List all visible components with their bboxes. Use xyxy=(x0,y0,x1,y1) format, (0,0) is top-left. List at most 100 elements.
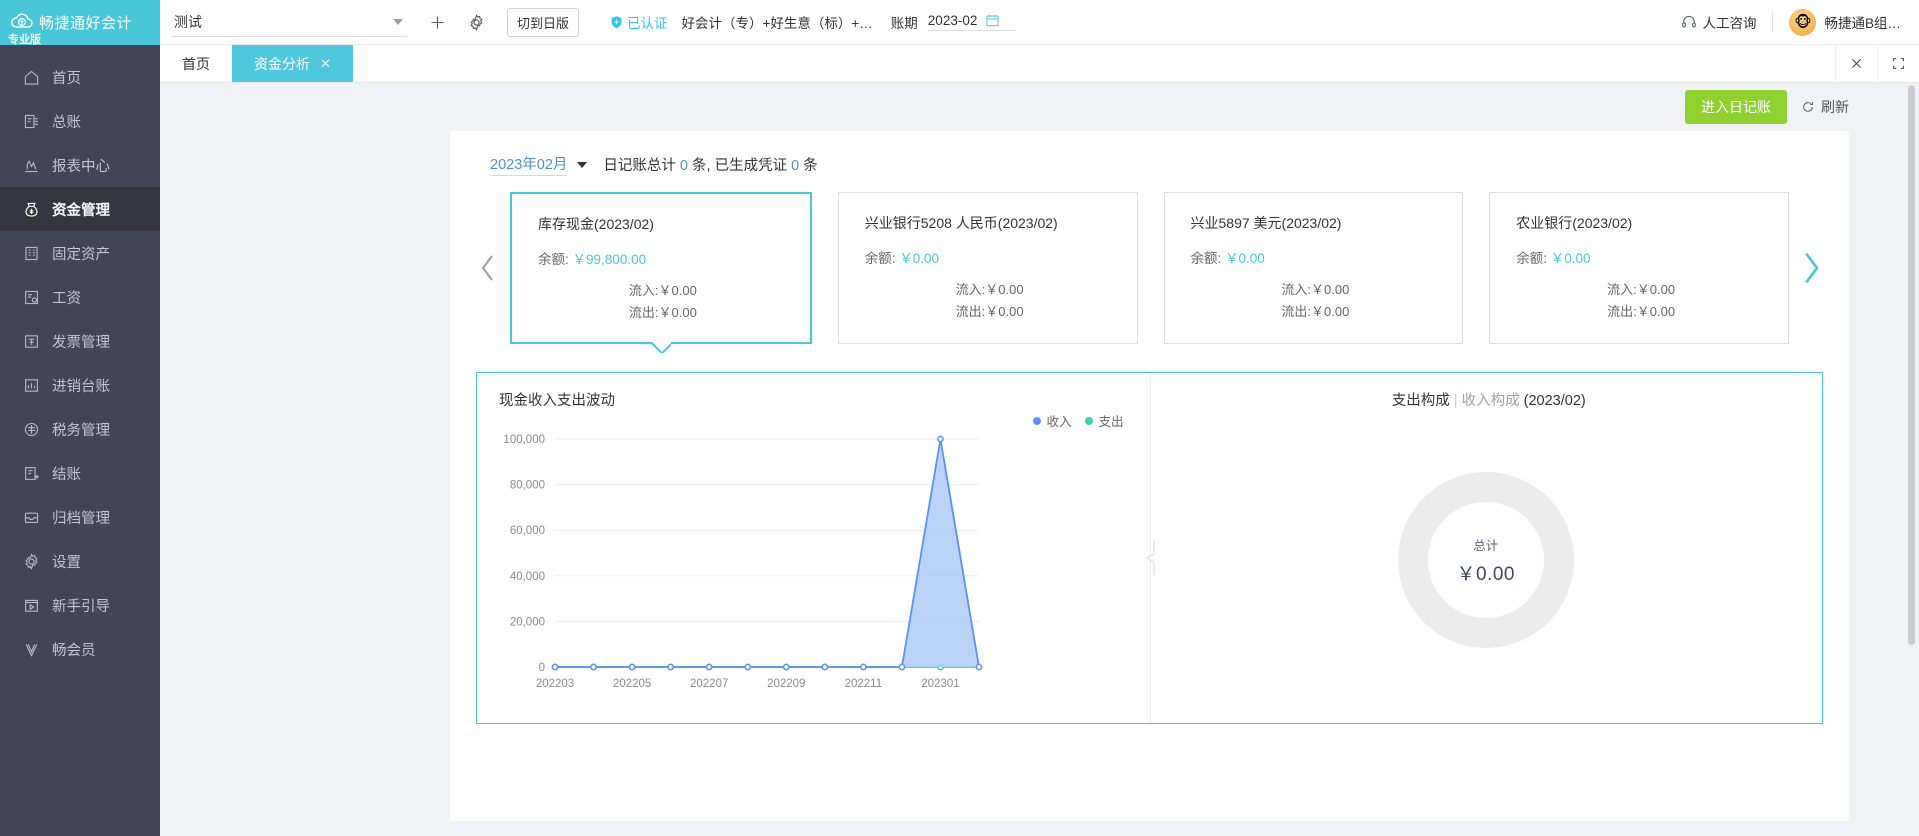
carousel-prev-button[interactable] xyxy=(476,251,500,285)
gear-icon[interactable] xyxy=(468,13,485,31)
headset-icon xyxy=(1682,15,1697,28)
sidebar-item-7[interactable]: 进销台账 xyxy=(0,363,160,407)
fullscreen-button[interactable] xyxy=(1877,45,1919,82)
account-card-inflow: 流入:￥0.00 xyxy=(538,280,810,302)
account-card-outflow: 流出:￥0.00 xyxy=(1516,301,1788,323)
switch-to-day-version-button[interactable]: 切到日版 xyxy=(507,7,580,37)
sidebar-item-10[interactable]: 归档管理 xyxy=(0,495,160,539)
sidebar-item-label: 总账 xyxy=(52,114,81,131)
inflow-value: ￥0.00 xyxy=(1311,282,1350,297)
sidebar-item-8[interactable]: 税务管理 xyxy=(0,407,160,451)
legend-label-expense: 支出 xyxy=(1098,415,1124,429)
plus-icon[interactable] xyxy=(429,14,446,31)
user-name: 畅捷通B组… xyxy=(1824,16,1901,31)
journal-summary: 日记账总计 0 条, 已生成凭证 0 条 xyxy=(603,154,817,175)
account-select[interactable]: 测试 xyxy=(172,7,407,37)
close-all-tabs-button[interactable] xyxy=(1835,45,1877,82)
chart-legend: 收入 支出 xyxy=(1033,411,1124,430)
brand-name: 畅捷通好会计 xyxy=(39,15,133,32)
account-card-balance: 余额: ￥0.00 xyxy=(1516,247,1788,267)
tab-expense-composition[interactable]: 支出构成 xyxy=(1391,393,1450,409)
inflow-value: ￥0.00 xyxy=(658,283,697,298)
vip-v-icon xyxy=(22,640,40,658)
content-scrollbar[interactable] xyxy=(1908,85,1915,645)
svg-text:20,000: 20,000 xyxy=(510,616,545,628)
enter-journal-button[interactable]: 进入日记账 xyxy=(1685,90,1787,124)
outflow-value: ￥0.00 xyxy=(1311,304,1350,319)
outflow-value: ￥0.00 xyxy=(658,305,697,320)
summary-prefix: 日记账总计 xyxy=(603,158,676,174)
sidebar-item-5[interactable]: 工资 xyxy=(0,275,160,319)
legend-item-expense[interactable]: 支出 xyxy=(1085,411,1124,430)
sidebar-item-9[interactable]: 结账 xyxy=(0,451,160,495)
donut-chart[interactable]: 总计 ￥0.00 xyxy=(1397,472,1574,648)
refresh-button[interactable]: 刷新 xyxy=(1801,97,1849,117)
donut-center: 总计 ￥0.00 xyxy=(1427,502,1544,618)
sidebar-item-label: 资金管理 xyxy=(52,202,110,219)
account-card-title: 兴业5897 美元(2023/02) xyxy=(1190,215,1342,231)
chart-splitter xyxy=(1145,373,1155,723)
sidebar-item-4[interactable]: 固定资产 xyxy=(0,231,160,275)
ledger-icon xyxy=(22,112,40,130)
tab-bar-actions xyxy=(1835,45,1919,82)
sidebar-item-12[interactable]: 新手引导 xyxy=(0,583,160,627)
tab-income-composition[interactable]: 收入构成 xyxy=(1461,393,1520,409)
account-card-outflow: 流出:￥0.00 xyxy=(1191,301,1463,323)
period-picker[interactable]: 2023-02 xyxy=(927,13,1016,31)
panel-header: 2023年02月 日记账总计 0 条, 已生成凭证 0 条 xyxy=(476,153,1823,176)
sidebar-item-label: 首页 xyxy=(52,70,81,87)
sidebar-item-3[interactable]: 资金管理 xyxy=(0,187,160,231)
month-selector[interactable]: 2023年02月 xyxy=(490,153,568,176)
svg-text:202301: 202301 xyxy=(921,678,959,690)
splitter-handle[interactable] xyxy=(1145,541,1156,575)
sidebar-item-1[interactable]: 总账 xyxy=(0,99,160,143)
account-card[interactable]: 兴业5897 美元(2023/02) 余额: ￥0.00 流入:￥0.00 流出:￥0… xyxy=(1163,192,1464,344)
home-icon xyxy=(22,68,40,86)
account-card-inflow: 流入:￥0.00 xyxy=(1191,279,1463,301)
brand-header: 畅捷通好会计 专业版 xyxy=(0,0,160,46)
sidebar-item-11[interactable]: 设置 xyxy=(0,539,160,583)
sidebar-item-label: 归档管理 xyxy=(52,510,110,527)
account-card[interactable]: 库存现金(2023/02) 余额: ￥99,800.00 流入:￥0.00 流出:￥0… xyxy=(510,192,812,344)
sidebar-item-0[interactable]: 首页 xyxy=(0,55,160,99)
tab-0[interactable]: 首页 xyxy=(160,45,232,82)
caret-down-icon[interactable] xyxy=(577,161,588,168)
sidebar-item-6[interactable]: 发票管理 xyxy=(0,319,160,363)
status-badge[interactable]: 已认证 xyxy=(609,12,668,32)
product-line-label: 好会计（专）+好生意（标）+… xyxy=(681,16,873,31)
balance-value: ￥0.00 xyxy=(899,251,940,266)
splitter-grip-icon xyxy=(1145,541,1155,575)
svg-text:40,000: 40,000 xyxy=(510,571,545,583)
balance-label: 余额: xyxy=(864,251,896,266)
consult-label: 人工咨询 xyxy=(1702,16,1757,31)
consult-button[interactable]: 人工咨询 xyxy=(1681,12,1756,32)
archive-icon xyxy=(22,508,40,526)
close-icon xyxy=(1852,59,1861,68)
sidebar-item-label: 固定资产 xyxy=(52,246,110,263)
cash-flow-svg[interactable]: 0 20,000 40,000 60,000 80,000 100,000 202203 20… xyxy=(487,431,987,701)
account-card-title: 库存现金(2023/02) xyxy=(538,216,654,232)
svg-text:0: 0 xyxy=(539,662,545,674)
sidebar-item-label: 发票管理 xyxy=(52,334,110,351)
fullscreen-icon xyxy=(1893,58,1904,69)
payroll-icon xyxy=(22,288,40,306)
balance-label: 余额: xyxy=(1190,251,1222,266)
summary-suffix: 条 xyxy=(803,158,818,174)
account-card[interactable]: 农业银行(2023/02) 余额: ￥0.00 流入:￥0.00 流出:￥0.00 xyxy=(1489,192,1789,344)
chevron-right-icon xyxy=(1805,252,1819,284)
avatar[interactable]: 🐵 xyxy=(1789,8,1817,36)
balance-value: ￥0.00 xyxy=(1225,251,1265,266)
close-icon[interactable]: ✕ xyxy=(320,55,331,71)
sidebar-item-2[interactable]: 报表中心 xyxy=(0,143,160,187)
tab-1[interactable]: 资金分析 ✕ xyxy=(232,45,353,82)
sidebar-item-label: 新手引导 xyxy=(52,598,110,615)
tab-label: 资金分析 xyxy=(254,55,310,72)
sidebar-item-13[interactable]: 畅会员 xyxy=(0,627,160,671)
inflow-label: 流入: xyxy=(628,283,659,298)
legend-dot-income xyxy=(1033,416,1042,425)
legend-item-income[interactable]: 收入 xyxy=(1033,411,1071,430)
sidebar-item-label: 税务管理 xyxy=(52,422,110,439)
carousel-next-button[interactable] xyxy=(1799,251,1823,285)
account-card[interactable]: 兴业银行5208 人民币(2023/02) 余额: ￥0.00 流入:￥0.00 流出… xyxy=(837,192,1138,344)
